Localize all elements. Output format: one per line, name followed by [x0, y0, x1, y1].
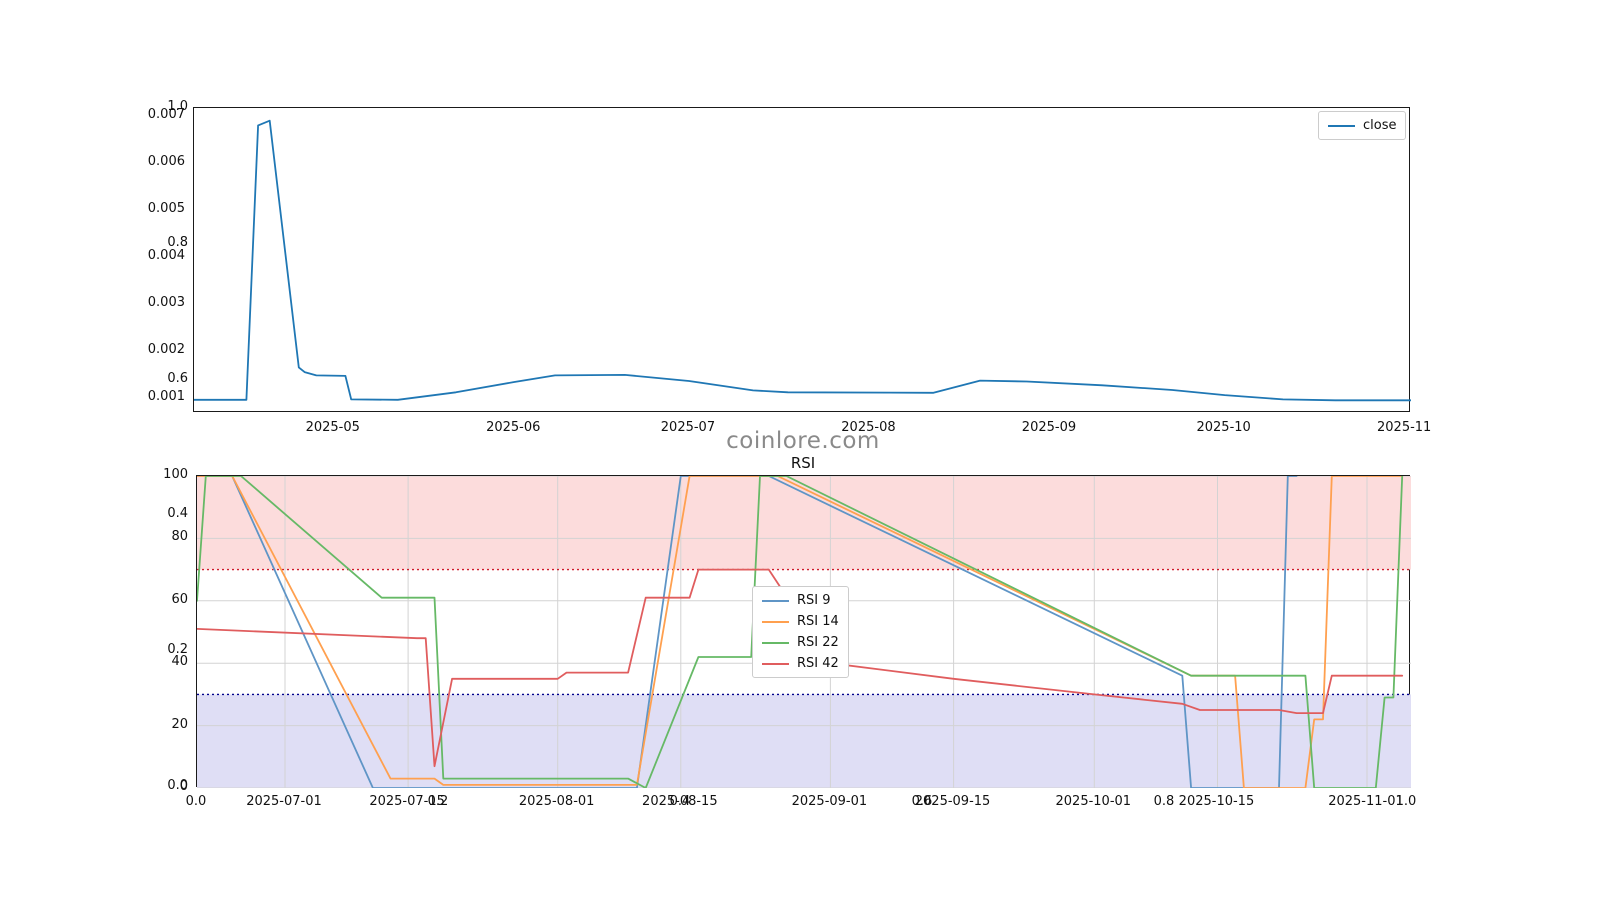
price-x-tick-label: 2025-10: [1196, 420, 1251, 435]
legend-label: RSI 14: [797, 614, 839, 629]
rsi-x-tick-label: 2025-08-01: [518, 794, 595, 809]
rsi-y-tick-label: 0: [179, 779, 188, 794]
legend-line-sample: [1328, 124, 1355, 127]
legend-item-rsi-22: RSI 22: [762, 632, 839, 653]
rsi-x-tick-label: 2025-09-01: [791, 794, 868, 809]
rsi-x-tick-label: 2025-10-01: [1055, 794, 1132, 809]
rsi-9-line: [197, 476, 1298, 788]
rsi-14-line: [197, 476, 1404, 788]
legend-label: RSI 22: [797, 635, 839, 650]
overlay-y-tick-label: 0.2: [167, 642, 188, 658]
legend-item-rsi-42: RSI 42: [762, 653, 839, 674]
price-y-tick-label: 0.001: [147, 388, 185, 404]
rsi-x-tick-label: 2025-07-15: [369, 794, 445, 809]
legend-label: close: [1363, 118, 1397, 133]
price-legend: close: [1318, 111, 1407, 140]
rsi-y-tick-label: 60: [171, 591, 188, 607]
price-x-tick-label: 2025-08: [841, 420, 896, 435]
price-y-tick-label: 0.004: [147, 247, 185, 263]
overlay-x-tick-label: 1.0: [1395, 794, 1417, 809]
rsi-x-tick-label: 2025-08-15: [642, 794, 718, 809]
overlay-x-tick-label: 0.0: [185, 794, 207, 809]
overlay-y-tick-label: 0.0: [167, 778, 188, 793]
price-y-tick-label: 0.007: [147, 106, 185, 122]
rsi-x-tick-label: 2025-09-15: [914, 794, 991, 809]
rsi-legend: RSI 9 RSI 14 RSI 22 RSI 42: [752, 586, 849, 678]
price-y-tick-label: 0.006: [147, 153, 185, 169]
rsi-svg: [197, 476, 1411, 788]
rsi-y-tick-label: 20: [171, 716, 188, 732]
legend-line-sample: [762, 641, 789, 644]
overlay-y-tick-label: 0.4: [167, 506, 188, 522]
legend-line-sample: [762, 599, 789, 602]
overlay-x-tick-label: 0.8: [1153, 794, 1175, 809]
oversold-band: [197, 694, 1411, 788]
price-svg: [194, 119, 1411, 402]
price-x-tick-label: 2025-07: [660, 420, 716, 435]
rsi-y-tick-label: 80: [171, 529, 188, 545]
close-line: [194, 119, 1411, 402]
price-x-tick-label: 2025-06: [486, 420, 541, 435]
rsi-chart-title: RSI: [790, 454, 816, 472]
rsi-x-tick-label: 2025-07-01: [246, 794, 322, 809]
legend-line-sample: [762, 662, 789, 665]
rsi-y-tick-label: 40: [171, 654, 188, 670]
legend-label: RSI 42: [797, 656, 839, 671]
overlay-y-tick-label: 1.0: [167, 99, 188, 114]
rsi-42-line: [197, 568, 1404, 768]
legend-label: RSI 9: [797, 593, 831, 608]
rsi-plot-area: [196, 475, 1411, 788]
price-x-tick-label: 2025-11: [1377, 420, 1432, 435]
legend-item-rsi-9: RSI 9: [762, 590, 839, 611]
rsi-x-tick-label: 2025-11-01: [1328, 794, 1404, 809]
price-y-tick-label: 0.002: [147, 341, 185, 357]
rsi-22-line: [197, 476, 1404, 788]
overbought-band: [197, 476, 1411, 570]
price-y-tick-label: 0.003: [147, 294, 185, 310]
price-plot-area: [193, 107, 1411, 412]
rsi-y-tick-label: 100: [163, 467, 188, 482]
overlay-y-tick-label: 0.8: [167, 234, 188, 250]
price-x-tick-label: 2025-05: [305, 420, 360, 435]
price-y-tick-label: 0.005: [147, 200, 185, 216]
overlay-x-tick-label: 0.4: [669, 794, 691, 809]
price-x-tick-label: 2025-09: [1021, 420, 1077, 435]
legend-item-close: close: [1328, 115, 1396, 136]
legend-item-rsi-14: RSI 14: [762, 611, 839, 632]
overlay-x-tick-label: 0.6: [911, 794, 933, 809]
watermark: coinlore.com: [726, 428, 880, 454]
legend-line-sample: [762, 620, 789, 623]
overlay-y-tick-label: 0.6: [167, 370, 188, 386]
rsi-x-tick-label: 2025-10-15: [1178, 794, 1255, 809]
overlay-x-tick-label: 0.2: [427, 794, 449, 809]
